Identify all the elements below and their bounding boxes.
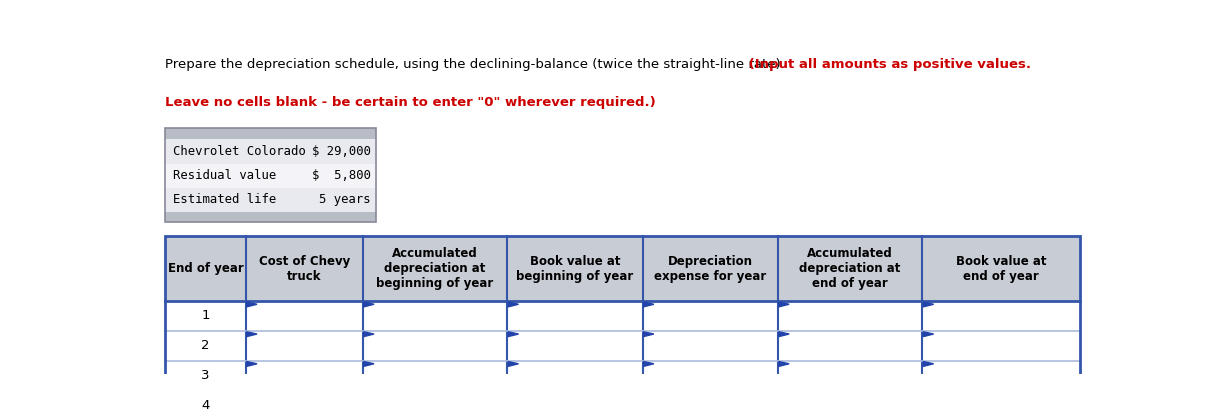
Text: End of year: End of year xyxy=(168,262,243,275)
Text: Accumulated
depreciation at
end of year: Accumulated depreciation at end of year xyxy=(800,247,900,290)
Polygon shape xyxy=(508,332,519,336)
Text: 2: 2 xyxy=(201,339,209,352)
Polygon shape xyxy=(923,362,934,366)
Text: Cost of Chevy
truck: Cost of Chevy truck xyxy=(259,255,350,283)
Text: Book value at
beginning of year: Book value at beginning of year xyxy=(517,255,634,283)
Bar xyxy=(166,128,376,222)
Bar xyxy=(166,331,1079,360)
Text: $ 29,000: $ 29,000 xyxy=(312,145,370,158)
Bar xyxy=(166,301,1079,331)
Polygon shape xyxy=(247,362,257,366)
Bar xyxy=(166,128,376,139)
Polygon shape xyxy=(644,332,653,336)
Polygon shape xyxy=(644,391,653,396)
Polygon shape xyxy=(779,332,789,336)
Bar xyxy=(166,360,1079,390)
Bar xyxy=(166,236,1079,301)
Bar xyxy=(166,164,376,188)
Polygon shape xyxy=(508,302,519,307)
Bar xyxy=(166,236,1079,420)
Polygon shape xyxy=(364,302,374,307)
Text: Chevrolet Colorado: Chevrolet Colorado xyxy=(173,145,306,158)
Polygon shape xyxy=(644,302,653,307)
Text: (Input all amounts as positive values.: (Input all amounts as positive values. xyxy=(744,58,1031,71)
Bar xyxy=(166,212,376,222)
Polygon shape xyxy=(247,391,257,396)
Bar xyxy=(166,139,376,163)
Text: Residual value: Residual value xyxy=(173,169,276,182)
Bar xyxy=(166,390,1079,420)
Text: 3: 3 xyxy=(201,369,209,382)
Text: Estimated life: Estimated life xyxy=(173,194,276,207)
Text: Leave no cells blank - be certain to enter "0" wherever required.): Leave no cells blank - be certain to ent… xyxy=(166,96,656,109)
Polygon shape xyxy=(644,362,653,366)
Polygon shape xyxy=(247,302,257,307)
Text: 5 years: 5 years xyxy=(319,194,370,207)
Text: Prepare the depreciation schedule, using the declining-balance (twice the straig: Prepare the depreciation schedule, using… xyxy=(166,58,785,71)
Text: 4: 4 xyxy=(201,399,209,412)
Polygon shape xyxy=(364,362,374,366)
Text: $  5,800: $ 5,800 xyxy=(312,169,370,182)
Text: Book value at
end of year: Book value at end of year xyxy=(956,255,1047,283)
Polygon shape xyxy=(508,391,519,396)
Polygon shape xyxy=(923,391,934,396)
Polygon shape xyxy=(779,302,789,307)
Polygon shape xyxy=(247,332,257,336)
Polygon shape xyxy=(923,332,934,336)
Text: 1: 1 xyxy=(201,310,209,323)
Polygon shape xyxy=(779,362,789,366)
Text: Depreciation
expense for year: Depreciation expense for year xyxy=(655,255,766,283)
Polygon shape xyxy=(364,391,374,396)
Text: Accumulated
depreciation at
beginning of year: Accumulated depreciation at beginning of… xyxy=(376,247,494,290)
Polygon shape xyxy=(779,391,789,396)
Bar xyxy=(166,188,376,212)
Polygon shape xyxy=(364,332,374,336)
Polygon shape xyxy=(508,362,519,366)
Polygon shape xyxy=(923,302,934,307)
